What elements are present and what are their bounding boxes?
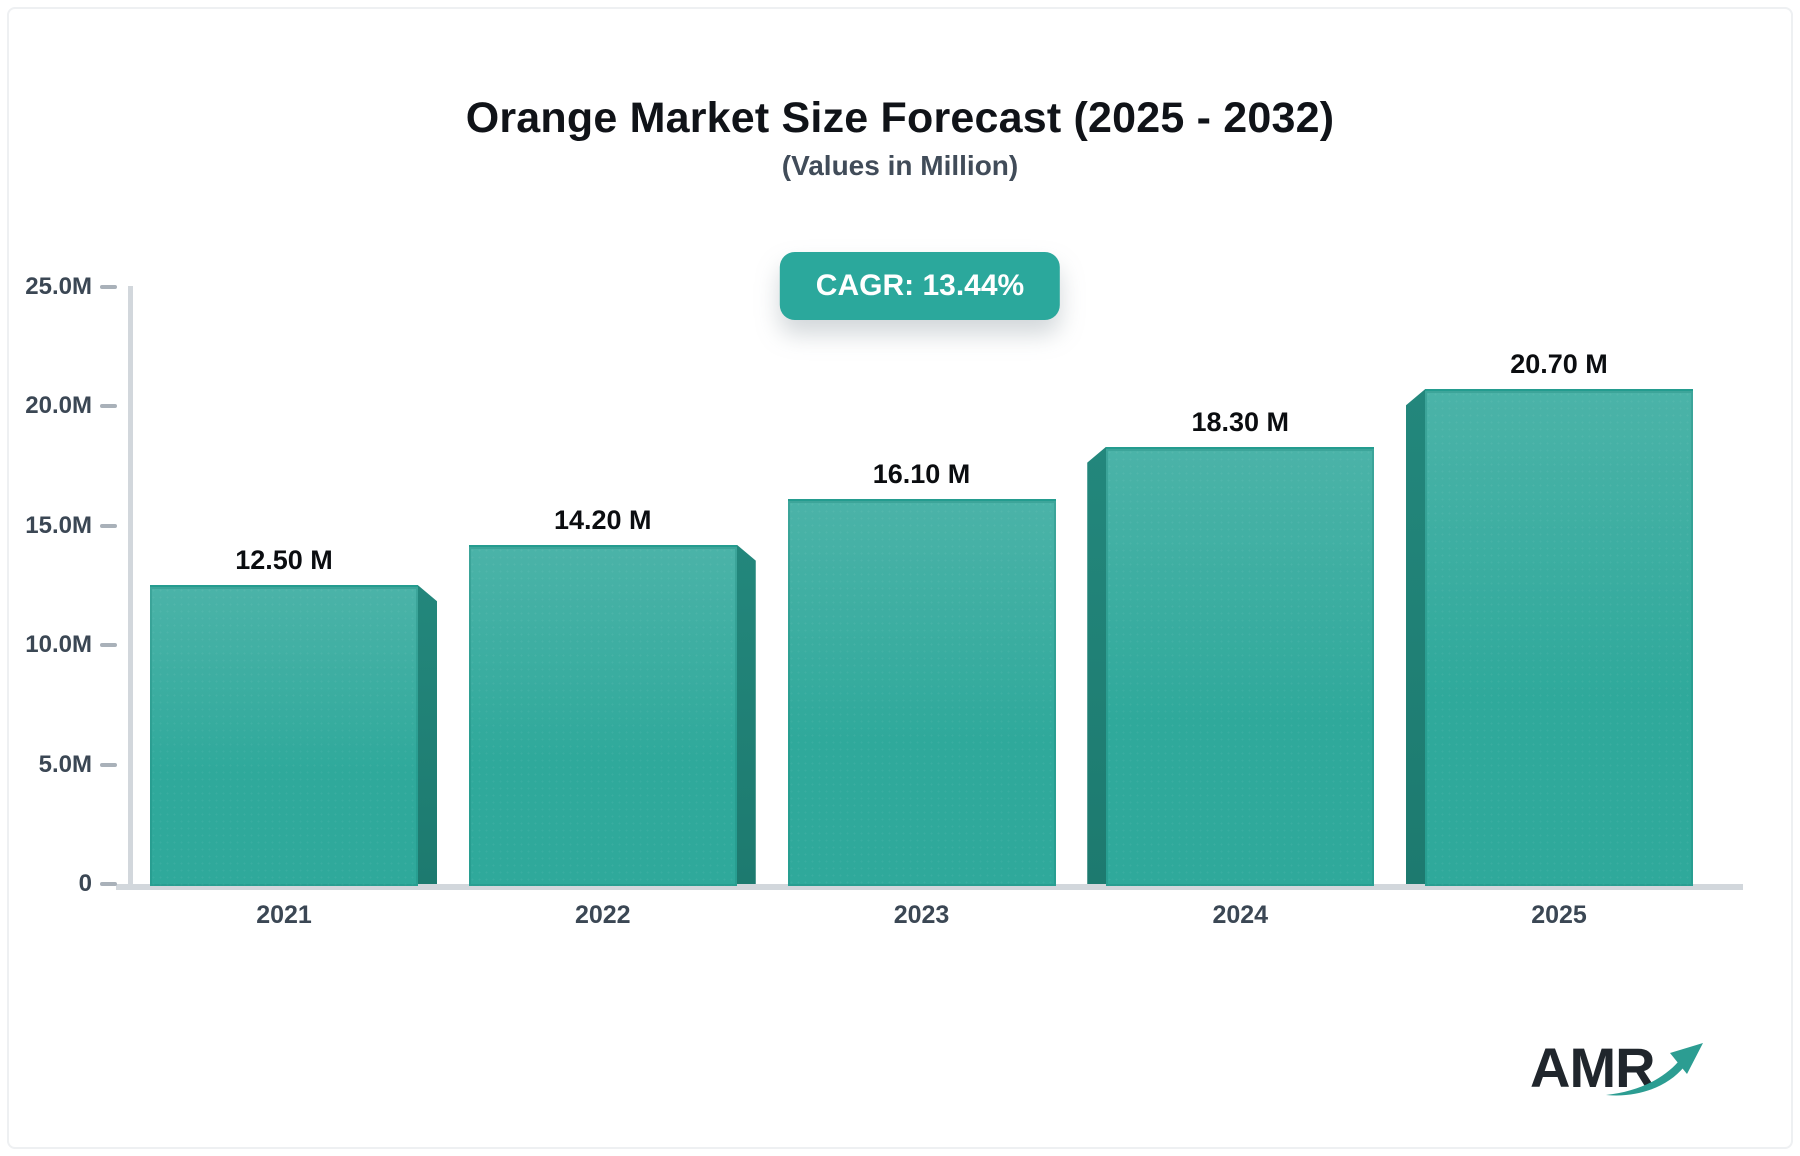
y-axis-tick-mark — [100, 882, 117, 886]
bar-value-label: 16.10 M — [872, 459, 971, 490]
bar-2022[interactable] — [468, 544, 737, 886]
amr-logo: AMR — [1530, 1038, 1710, 1122]
bar-value-label: 12.50 M — [235, 545, 333, 576]
y-axis-tick-label: 15.0M — [25, 511, 92, 539]
growth-arrow-icon — [1606, 1043, 1703, 1096]
bar-2021[interactable] — [150, 585, 418, 886]
bar-value-label: 20.70 M — [1510, 349, 1608, 380]
x-axis-category-label: 2021 — [256, 901, 312, 929]
chart-subtitle: (Values in Million) — [781, 150, 1019, 181]
bar-side-face-2025 — [1406, 389, 1425, 884]
y-axis-tick-mark — [100, 284, 117, 289]
bar-side-face-2022 — [736, 544, 756, 884]
bar-side-face-2024 — [1087, 446, 1107, 884]
y-axis-tick-label: 0 — [78, 870, 92, 897]
bar-2025[interactable] — [1425, 389, 1693, 886]
y-axis-tick-mark — [100, 523, 117, 528]
bar-value-label: 14.20 M — [553, 504, 652, 535]
logo-text: AMR — [1530, 1036, 1656, 1099]
x-axis-category-label: 2024 — [1212, 901, 1269, 929]
bar-side-face-2021 — [418, 585, 437, 884]
y-axis-tick-label: 10.0M — [25, 631, 92, 658]
y-axis-line — [128, 286, 133, 890]
y-axis-tick-mark — [100, 762, 117, 767]
cagr-badge: CAGR: 13.44% — [779, 252, 1061, 320]
y-axis-tick-mark — [100, 643, 117, 647]
y-axis-tick-label: 5.0M — [38, 750, 92, 778]
bar-value-label: 18.30 M — [1191, 406, 1290, 437]
y-axis-tick-mark — [100, 404, 117, 408]
y-axis-tick-label: 20.0M — [25, 392, 92, 419]
bar-2023[interactable] — [787, 499, 1056, 886]
x-axis-category-label: 2023 — [893, 901, 950, 929]
x-axis-baseline — [116, 884, 1743, 890]
y-axis-tick-label: 25.0M — [25, 272, 92, 300]
x-axis-category-label: 2025 — [1531, 901, 1587, 929]
x-axis-category-label: 2022 — [574, 901, 631, 929]
chart-title: Orange Market Size Forecast (2025 - 2032… — [465, 94, 1335, 142]
bar-2024[interactable] — [1106, 446, 1375, 886]
